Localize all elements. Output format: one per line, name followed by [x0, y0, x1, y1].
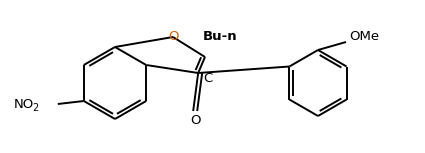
Text: Bu-n: Bu-n — [203, 30, 237, 43]
Text: NO: NO — [14, 99, 34, 112]
Text: C: C — [204, 71, 213, 84]
Text: O: O — [190, 114, 201, 127]
Text: O: O — [169, 30, 179, 43]
Text: 2: 2 — [33, 103, 39, 113]
Text: OMe: OMe — [349, 30, 379, 43]
